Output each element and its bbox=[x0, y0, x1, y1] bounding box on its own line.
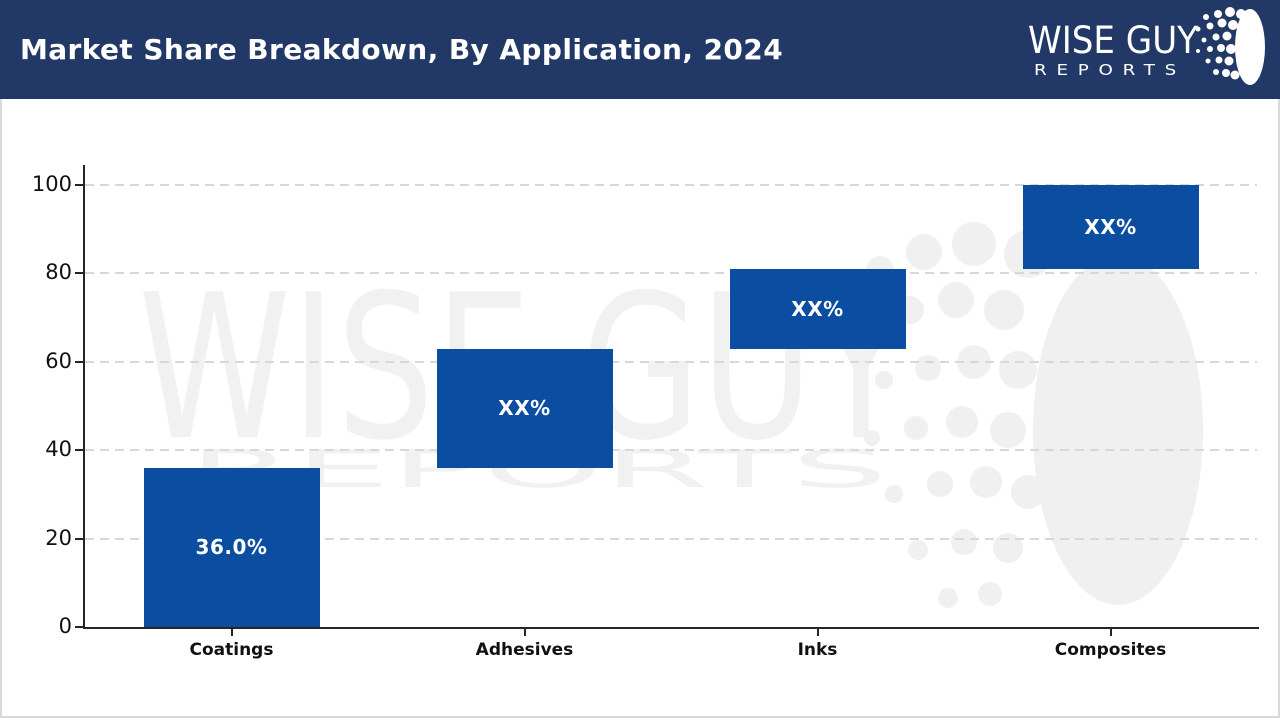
x-axis-spine bbox=[83, 627, 1259, 629]
gridline-60 bbox=[85, 360, 1257, 363]
gridline-100 bbox=[85, 184, 1257, 186]
y-tick-label: 40 bbox=[45, 437, 72, 462]
wise-guy-logo: WISE GUY REPORTS bbox=[1028, 7, 1265, 85]
y-tick-label: 80 bbox=[45, 260, 72, 285]
bar-value-label: XX% bbox=[1084, 214, 1137, 239]
page-border-bottom bbox=[0, 716, 1280, 718]
x-tick-mark bbox=[523, 629, 526, 636]
header-bar: Market Share Breakdown, By Application, … bbox=[0, 0, 1280, 99]
logo-line2: REPORTS bbox=[1034, 61, 1186, 79]
y-axis-spine bbox=[83, 165, 85, 629]
bar-coatings: 36.0% bbox=[143, 467, 320, 627]
y-tick-label: 60 bbox=[45, 348, 72, 373]
y-tick-label: 100 bbox=[31, 172, 72, 196]
bar-value-label: XX% bbox=[498, 396, 551, 421]
x-tick-mark bbox=[816, 629, 819, 636]
gridline-80 bbox=[85, 272, 1257, 275]
y-tick-mark bbox=[75, 626, 83, 628]
y-tick-mark bbox=[75, 537, 83, 540]
x-category-label: Composites bbox=[1054, 640, 1167, 660]
logo-head-dots bbox=[1195, 7, 1265, 85]
y-tick-label: 0 bbox=[58, 614, 72, 638]
x-tick-mark bbox=[1109, 629, 1112, 636]
y-tick-mark bbox=[75, 449, 83, 452]
bar-value-label: XX% bbox=[791, 296, 844, 321]
bar-composites: XX% bbox=[1022, 185, 1199, 269]
bar-value-label: 36.0% bbox=[195, 535, 268, 560]
x-category-label: Coatings bbox=[189, 640, 274, 660]
gridline-20 bbox=[85, 537, 1257, 540]
x-category-label: Adhesives bbox=[475, 640, 574, 660]
chart-title: Market Share Breakdown, By Application, … bbox=[20, 33, 784, 66]
bar-inks: XX% bbox=[729, 268, 906, 349]
y-tick-mark bbox=[75, 272, 83, 275]
bar-adhesives: XX% bbox=[436, 348, 613, 468]
page-border-left bbox=[0, 99, 2, 718]
gridline-40 bbox=[85, 449, 1257, 452]
x-tick-mark bbox=[230, 629, 233, 636]
logo-line1: WISE GUY bbox=[1028, 19, 1198, 62]
y-tick-mark bbox=[75, 184, 83, 186]
page-border-right bbox=[1278, 99, 1280, 718]
y-tick-mark bbox=[75, 360, 83, 363]
x-category-label: Inks bbox=[797, 640, 838, 660]
y-tick-label: 20 bbox=[45, 525, 72, 550]
plot-area: 36.0% XX% XX% XX% bbox=[85, 184, 1257, 627]
